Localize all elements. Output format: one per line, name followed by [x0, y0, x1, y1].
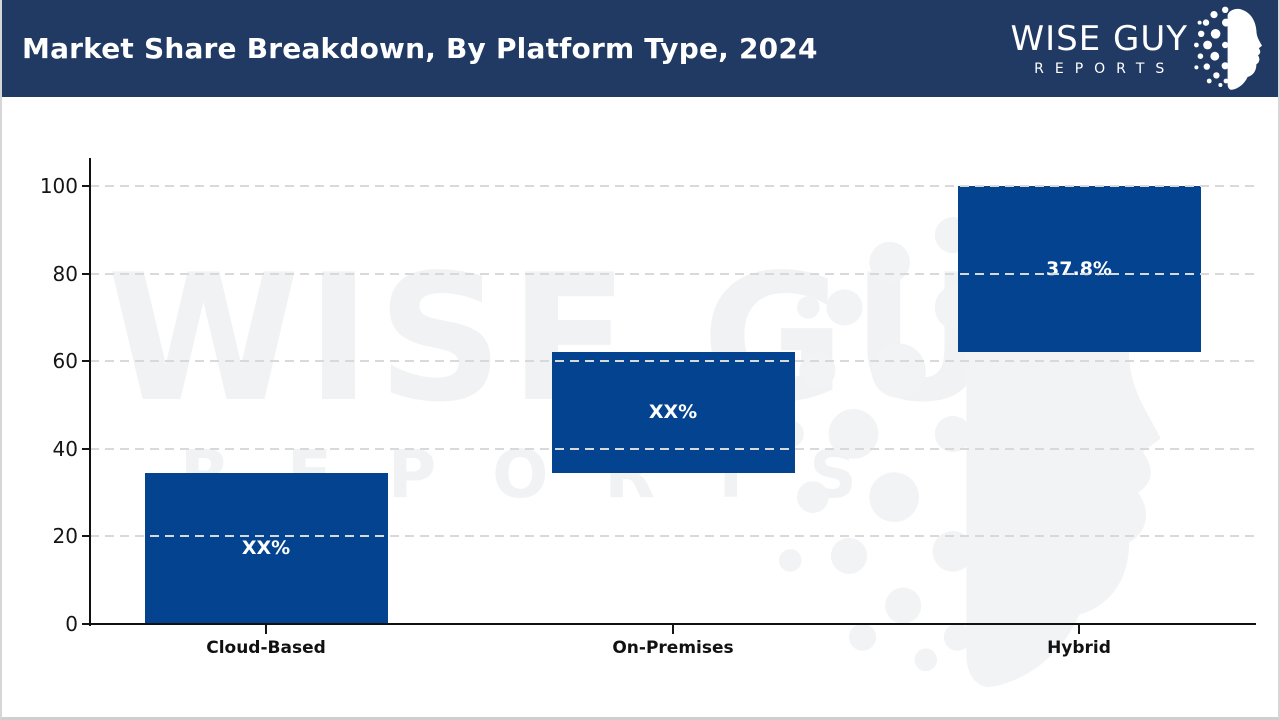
y-tick-label-60: 60 [52, 349, 78, 374]
x-tick-mark-0 [265, 625, 267, 634]
page-title: Market Share Breakdown, By Platform Type… [22, 32, 818, 65]
y-tick-mark-0 [82, 623, 91, 625]
y-tick-label-100: 100 [39, 174, 78, 198]
y-tick-mark-100 [82, 185, 91, 187]
brand-face-icon [1190, 5, 1270, 93]
y-tick-label-40: 40 [52, 436, 78, 461]
brand-logo: WISE GUY REPORTS [1010, 5, 1270, 93]
y-tick-mark-80 [82, 272, 91, 275]
watermark-face-logo [754, 208, 1206, 705]
bar-value-label: XX% [241, 537, 291, 560]
y-axis-line [89, 158, 91, 626]
y-tick-label-0: 0 [65, 612, 78, 636]
y-tick-label-20: 20 [52, 524, 78, 549]
y-tick-label-80: 80 [52, 261, 78, 286]
brand-subname: REPORTS [1034, 60, 1176, 77]
gridline-100 [90, 185, 1255, 187]
x-tick-mark-1 [672, 625, 674, 634]
brand-logo-text: WISE GUY REPORTS [1010, 22, 1188, 76]
brand-name: WISE GUY [1010, 18, 1188, 59]
x-axis-label-0: Cloud-Based [206, 638, 326, 658]
y-tick-mark-60 [82, 360, 91, 363]
y-tick-mark-40 [82, 447, 91, 450]
y-tick-mark-20 [82, 535, 91, 538]
header-bar: Market Share Breakdown, By Platform Type… [2, 0, 1278, 97]
